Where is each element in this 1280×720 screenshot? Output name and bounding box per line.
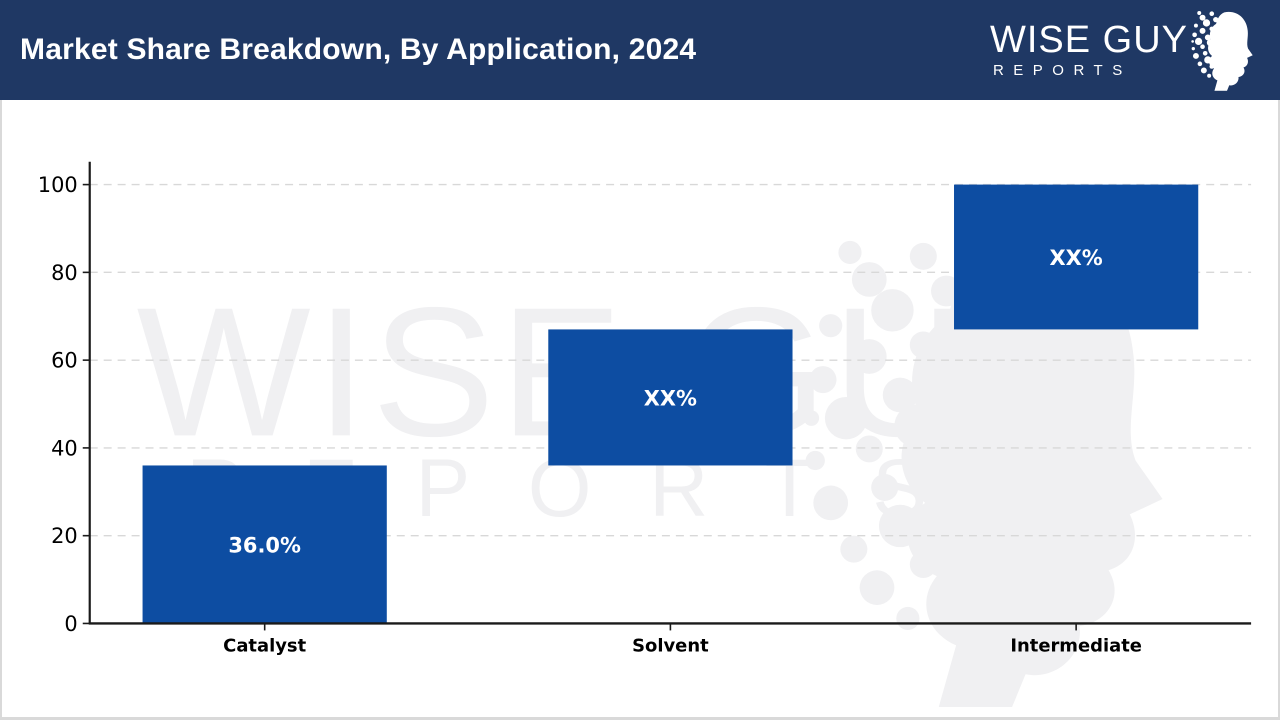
chart-layer: 36.0% XX% XX% 0 20 40 60 80 100 Catalyst Solvent In… [38,161,1252,656]
y-tick-label-0: 0 [64,612,77,636]
brand-logo-text: WISE GUY REPORTS [990,21,1188,79]
y-tick-label-100: 100 [38,173,78,197]
brand-logo: WISE GUY REPORTS [990,8,1256,92]
header-bar: Market Share Breakdown, By Application, … [0,0,1280,100]
wiseguy-face-icon [1190,8,1256,92]
brand-subtitle: REPORTS [992,62,1132,79]
waterfall-chart: WISE GUY REPORTS 36.0%XX%XX%020406080100… [38,161,1252,708]
bar-catalyst [142,465,387,624]
bar-label-catalyst: 36.0% [228,533,301,557]
bar-label-solvent: XX% [644,386,697,410]
chart-area: WISE GUY REPORTS 36.0% XX% XX% 0 20 40 60 80 100… [0,100,1280,720]
y-tick-label-60: 60 [51,349,78,373]
y-tick-label-80: 80 [51,261,78,285]
y-tick-label-20: 20 [51,524,78,548]
bar-label-intermediate: XX% [1050,246,1103,270]
bar-intermediate [954,184,1199,330]
y-tick-label-40: 40 [51,436,78,460]
bar-solvent [548,329,793,466]
brand-name: WISE GUY [989,19,1188,61]
chart-title: Market Share Breakdown, By Application, … [20,33,697,66]
x-category-label-solvent: Solvent [632,635,709,656]
x-category-label-catalyst: Catalyst [223,635,306,656]
x-category-label-intermediate: Intermediate [1010,635,1142,656]
